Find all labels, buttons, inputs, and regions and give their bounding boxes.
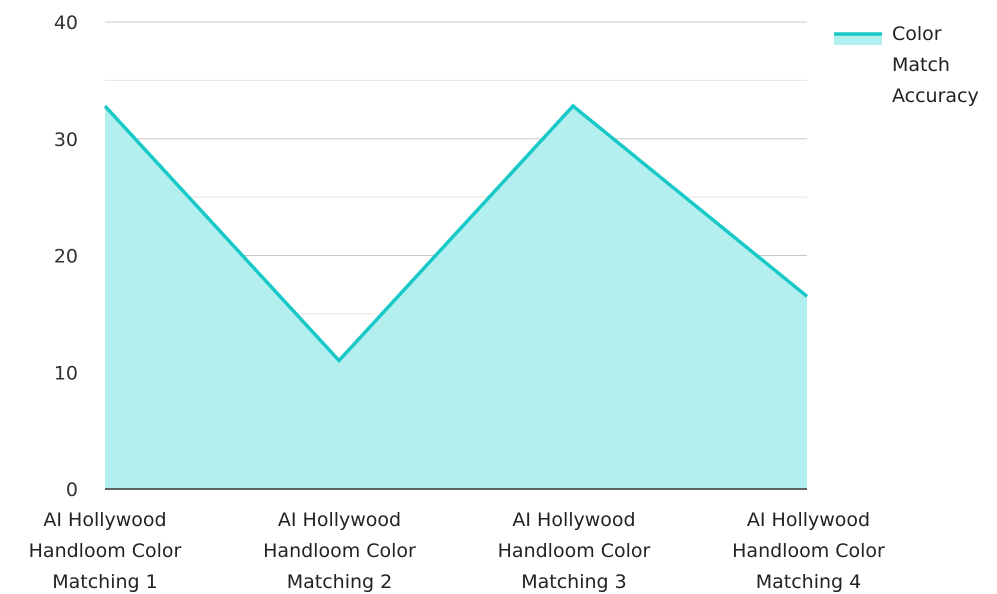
series-line bbox=[103, 103, 809, 364]
series-area bbox=[103, 103, 809, 489]
legend-label: Color Match Accuracy bbox=[892, 23, 979, 107]
y-axis-ticks: 0 10 20 30 40 bbox=[54, 12, 78, 501]
y-tick-label: 0 bbox=[66, 479, 78, 501]
y-tick-label: 40 bbox=[54, 12, 78, 34]
legend: Color Match Accuracy bbox=[834, 23, 979, 107]
x-tick-label-2: AI Hollywood Handloom Color Matching 2 bbox=[263, 509, 416, 593]
y-tick-label: 20 bbox=[54, 246, 78, 268]
x-tick-label-3: AI Hollywood Handloom Color Matching 3 bbox=[498, 509, 651, 593]
y-tick-label: 10 bbox=[54, 362, 78, 384]
y-tick-label: 30 bbox=[54, 129, 78, 151]
x-axis-ticks: AI Hollywood Handloom Color Matching 1 AI H… bbox=[29, 509, 885, 593]
x-tick-label-4: AI Hollywood Handloom Color Matching 4 bbox=[732, 509, 885, 593]
series-area-fill bbox=[105, 106, 807, 489]
legend-swatch-fill bbox=[834, 34, 882, 45]
x-tick-label-1: AI Hollywood Handloom Color Matching 1 bbox=[29, 509, 182, 593]
